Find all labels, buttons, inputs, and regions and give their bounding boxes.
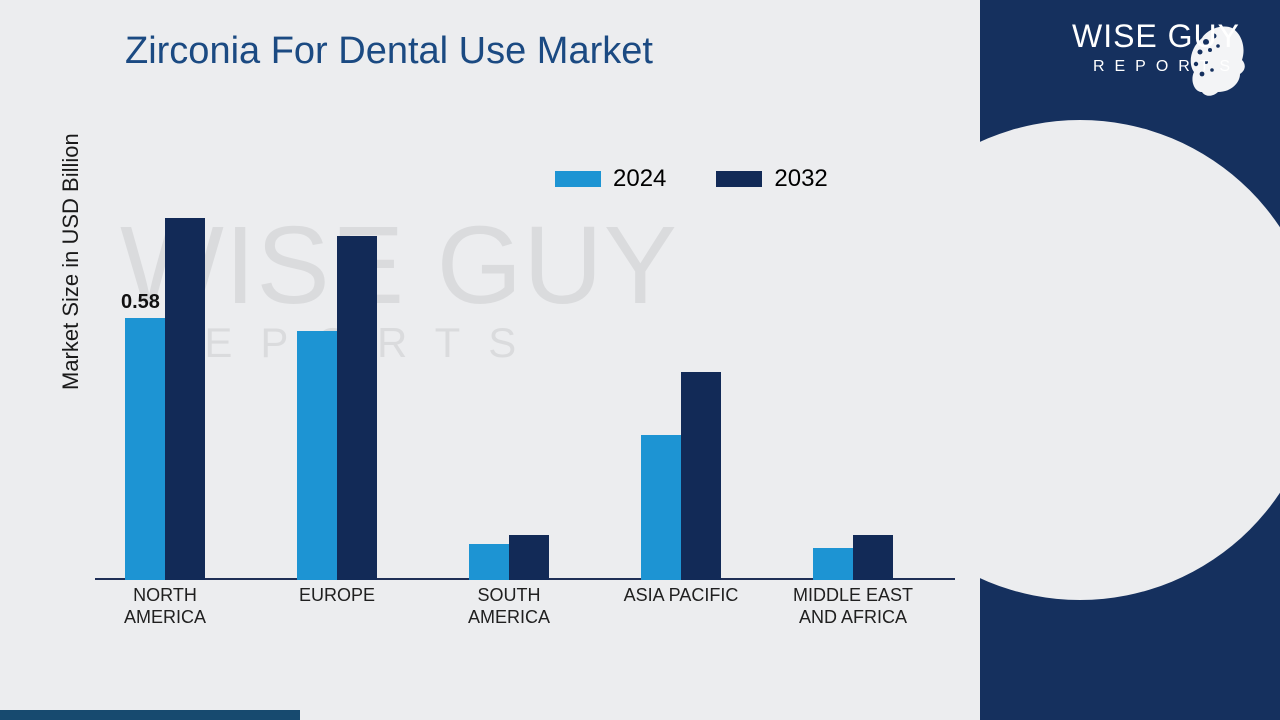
category-label: SOUTH AMERICA [439, 585, 579, 628]
legend-swatch-2032 [716, 171, 762, 187]
bottom-accent-bar [0, 710, 300, 720]
bar-2032 [509, 535, 549, 580]
legend-item-2032: 2032 [716, 165, 827, 193]
category-label: MIDDLE EAST AND AFRICA [783, 585, 923, 628]
bar-value-label: 0.58 [121, 291, 160, 314]
bar-2032 [681, 372, 721, 580]
bar-2024 [297, 331, 337, 580]
bar-2024 [469, 544, 509, 580]
chart-title: Zirconia For Dental Use Market [125, 30, 653, 73]
category-label: NORTH AMERICA [95, 585, 235, 628]
category-label: EUROPE [267, 585, 407, 607]
bar-group: SOUTH AMERICA [439, 200, 579, 580]
bar-group: ASIA PACIFIC [611, 200, 751, 580]
category-label: ASIA PACIFIC [611, 585, 751, 607]
bar-2032 [165, 218, 205, 580]
bar-group: 0.58NORTH AMERICA [95, 200, 235, 580]
y-axis-label: Market Size in USD Billion [58, 133, 84, 390]
legend-swatch-2024 [555, 171, 601, 187]
bar-2032 [337, 236, 377, 580]
brand-name: WISE GUY [1072, 18, 1240, 55]
brand-panel: WISE GUY REPORTS [980, 0, 1280, 720]
plot-area: 0.58NORTH AMERICAEUROPESOUTH AMERICAASIA… [95, 200, 955, 580]
legend: 2024 2032 [555, 165, 828, 193]
legend-item-2024: 2024 [555, 165, 666, 193]
bar-2024 [641, 435, 681, 580]
legend-label-2024: 2024 [613, 165, 666, 193]
bar-2032 [853, 535, 893, 580]
legend-label-2032: 2032 [774, 165, 827, 193]
bar-2024 [813, 548, 853, 580]
bar-2024 [125, 318, 165, 580]
chart-canvas: WISE GUY REPORTS Zirconia For Dental Use… [0, 0, 1280, 720]
bar-group: EUROPE [267, 200, 407, 580]
brand-sub: REPORTS [1093, 58, 1240, 76]
